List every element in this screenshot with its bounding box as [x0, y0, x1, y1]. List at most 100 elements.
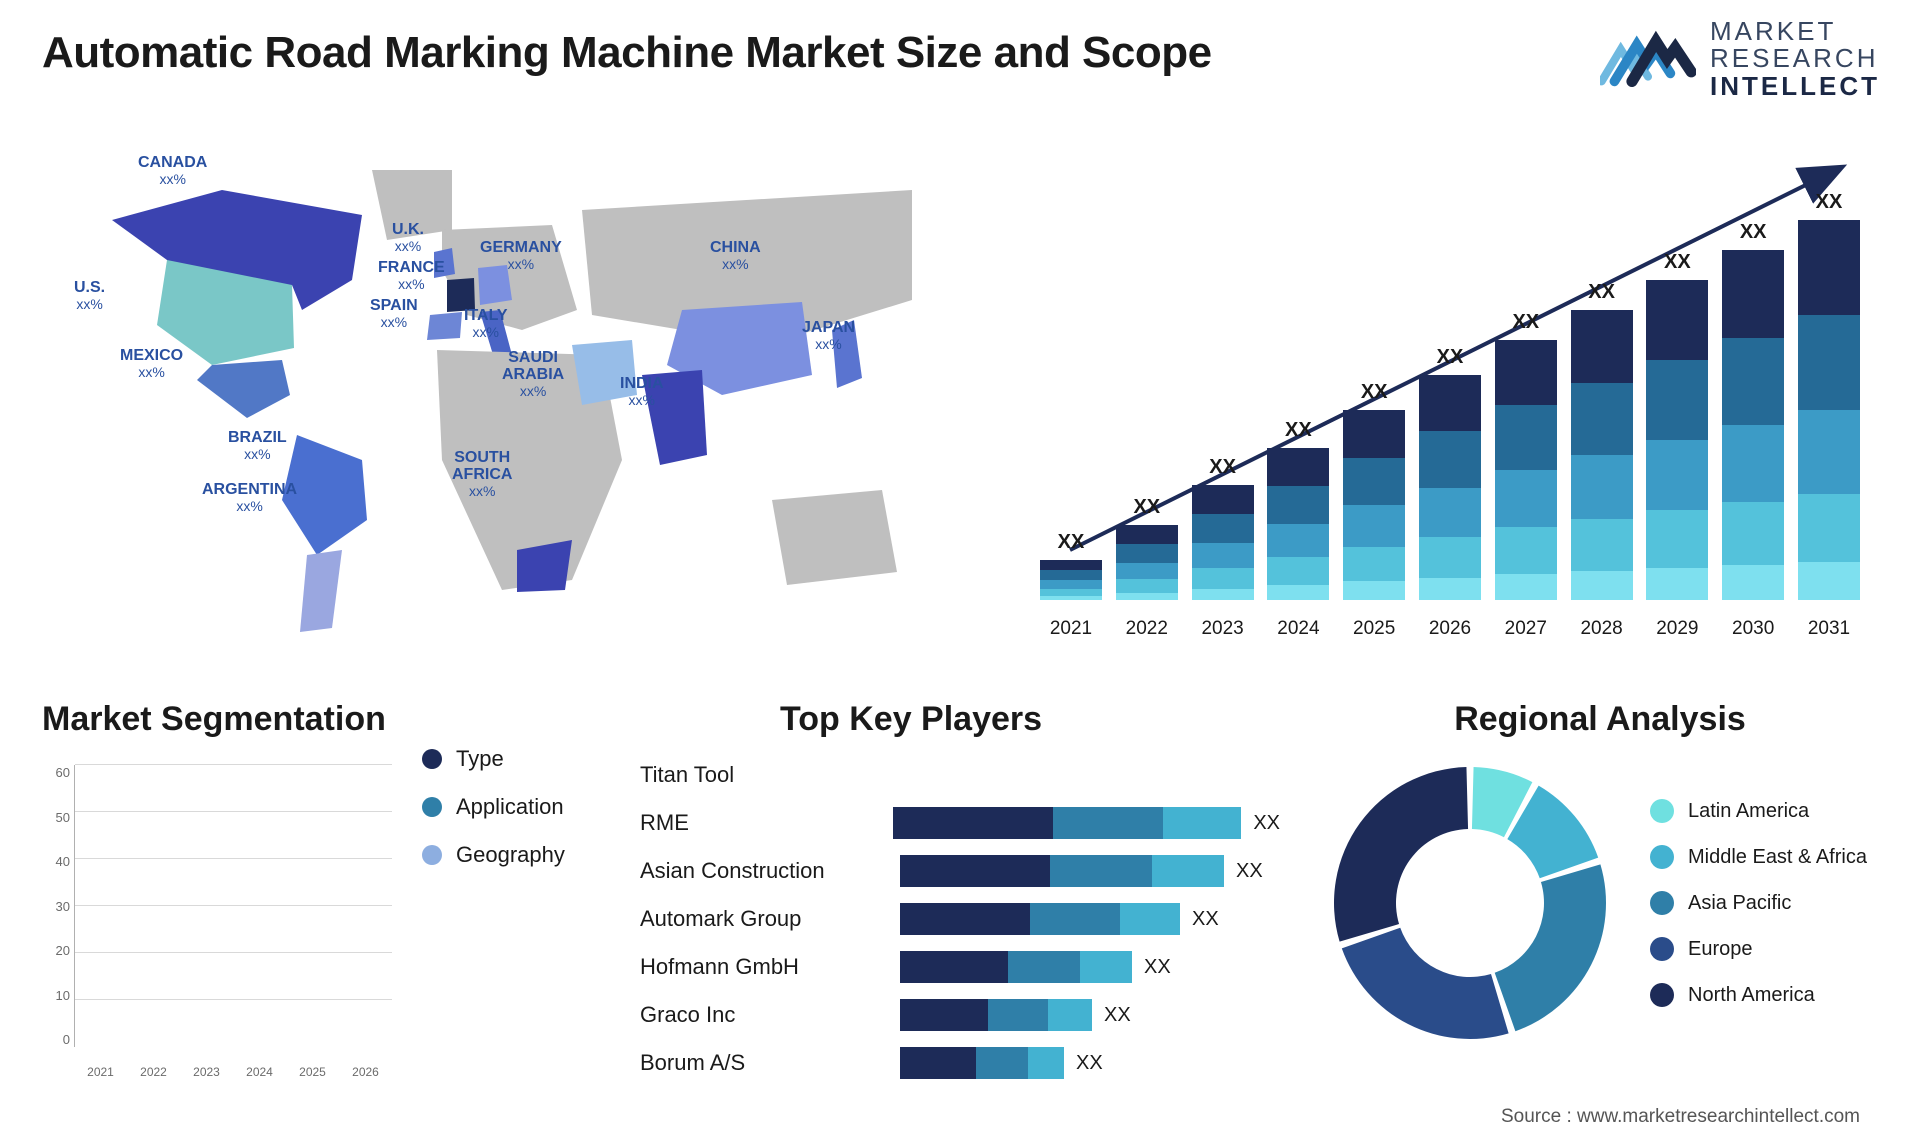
regional-section: Regional Analysis Latin AmericaMiddle Ea… — [1330, 700, 1870, 1043]
player-bar-segment — [900, 903, 1030, 935]
players-section: Top Key Players Titan ToolRMEXXAsian Con… — [640, 700, 1280, 1085]
player-value: XX — [1076, 1052, 1103, 1075]
seg-gridline — [75, 764, 392, 765]
legend-label: Type — [456, 746, 504, 772]
map-label-u-s-: U.S.xx% — [74, 280, 105, 311]
legend-label: Europe — [1688, 938, 1753, 961]
growth-bar-year: 2023 — [1192, 618, 1254, 640]
region-legend-item: Europe — [1650, 937, 1867, 961]
legend-label: Application — [456, 794, 564, 820]
map-region-mexico — [197, 360, 290, 418]
growth-bar-segment — [1722, 565, 1784, 600]
player-bar-segment — [976, 1047, 1028, 1079]
growth-bar-year: 2021 — [1040, 618, 1102, 640]
growth-bar-segment — [1722, 338, 1784, 426]
map-label-canada: CANADAxx% — [138, 155, 207, 186]
growth-bar-segment — [1192, 485, 1254, 514]
growth-bar-segment — [1419, 375, 1481, 431]
map-label-south-africa: SOUTHAFRICAxx% — [452, 450, 512, 498]
player-name: Hofmann GmbH — [640, 954, 900, 980]
growth-bar-segment — [1116, 593, 1178, 601]
growth-bar-segment — [1343, 410, 1405, 458]
logo-word-3: INTELLECT — [1710, 73, 1880, 100]
growth-bar-segment — [1116, 579, 1178, 593]
seg-legend-item: Type — [422, 746, 565, 772]
legend-dot-icon — [422, 845, 442, 865]
map-region-spain — [427, 312, 462, 340]
growth-bar-segment — [1419, 431, 1481, 487]
seg-x-label: 2021 — [80, 1065, 122, 1079]
seg-gridline — [75, 905, 392, 906]
growth-bar-value: XX — [1512, 311, 1539, 334]
growth-bar-segment — [1495, 527, 1557, 574]
growth-bar-segment — [1722, 502, 1784, 565]
growth-bar-segment — [1192, 589, 1254, 601]
growth-bar-segment — [1798, 494, 1860, 562]
region-legend-item: Latin America — [1650, 799, 1867, 823]
legend-dot-icon — [1650, 845, 1674, 869]
segmentation-chart: 6050403020100 202120222023202420252026 — [42, 759, 392, 1079]
growth-bar-segment — [1495, 574, 1557, 600]
legend-label: Geography — [456, 842, 565, 868]
seg-ytick: 60 — [42, 765, 70, 780]
player-value: XX — [1104, 1004, 1131, 1027]
growth-bar-segment — [1722, 425, 1784, 502]
seg-x-label: 2026 — [345, 1065, 387, 1079]
map-label-spain: SPAINxx% — [370, 298, 418, 329]
player-name: RME — [640, 810, 893, 836]
map-label-germany: GERMANYxx% — [480, 240, 562, 271]
growth-bar-value: XX — [1285, 419, 1312, 442]
legend-dot-icon — [1650, 937, 1674, 961]
player-bar-segment — [893, 807, 1053, 839]
growth-bar-segment — [1798, 220, 1860, 315]
growth-bar-segment — [1343, 547, 1405, 581]
legend-dot-icon — [422, 749, 442, 769]
map-label-france: FRANCExx% — [378, 260, 445, 291]
map-label-china: CHINAxx% — [710, 240, 761, 271]
growth-bar-value: XX — [1740, 221, 1767, 244]
growth-bar-segment — [1040, 580, 1102, 589]
player-row: Asian ConstructionXX — [640, 849, 1280, 893]
seg-gridline — [75, 999, 392, 1000]
seg-x-label: 2023 — [186, 1065, 228, 1079]
growth-bar-segment — [1646, 440, 1708, 510]
player-bar: XX — [893, 807, 1280, 839]
players-title: Top Key Players — [780, 700, 1280, 739]
growth-bar-value: XX — [1664, 251, 1691, 274]
growth-bar-year: 2028 — [1571, 618, 1633, 640]
legend-label: Latin America — [1688, 800, 1809, 823]
growth-bar-segment — [1040, 596, 1102, 600]
logo-word-1: MARKET — [1710, 18, 1880, 45]
player-value: XX — [1192, 908, 1219, 931]
world-map-svg — [42, 140, 922, 680]
legend-label: North America — [1688, 984, 1815, 1007]
growth-bar-segment — [1419, 578, 1481, 601]
region-legend-item: North America — [1650, 983, 1867, 1007]
seg-ytick: 50 — [42, 810, 70, 825]
growth-bar-segment — [1646, 360, 1708, 440]
growth-bar-2029: XX — [1646, 251, 1708, 600]
legend-label: Middle East & Africa — [1688, 846, 1867, 869]
player-bar-segment — [988, 999, 1048, 1031]
regional-donut — [1330, 763, 1610, 1043]
player-bar-segment — [1008, 951, 1080, 983]
player-bar-segment — [900, 951, 1008, 983]
player-bar: XX — [900, 855, 1280, 887]
growth-bar-value: XX — [1437, 346, 1464, 369]
seg-gridline — [75, 858, 392, 859]
map-label-saudi-arabia: SAUDIARABIAxx% — [502, 350, 564, 398]
growth-bar-segment — [1267, 524, 1329, 557]
growth-bar-segment — [1722, 250, 1784, 338]
player-row: Graco IncXX — [640, 993, 1280, 1037]
player-bar-segment — [1152, 855, 1224, 887]
growth-bar-2031: XX — [1798, 191, 1860, 600]
growth-bar-segment — [1495, 470, 1557, 527]
player-name: Borum A/S — [640, 1050, 900, 1076]
player-bar-segment — [1163, 807, 1241, 839]
legend-dot-icon — [1650, 799, 1674, 823]
world-map: CANADAxx%U.S.xx%MEXICOxx%BRAZILxx%ARGENT… — [42, 140, 922, 680]
player-bar: XX — [900, 999, 1280, 1031]
growth-bar-segment — [1419, 488, 1481, 538]
legend-dot-icon — [422, 797, 442, 817]
growth-bar-segment — [1192, 543, 1254, 568]
